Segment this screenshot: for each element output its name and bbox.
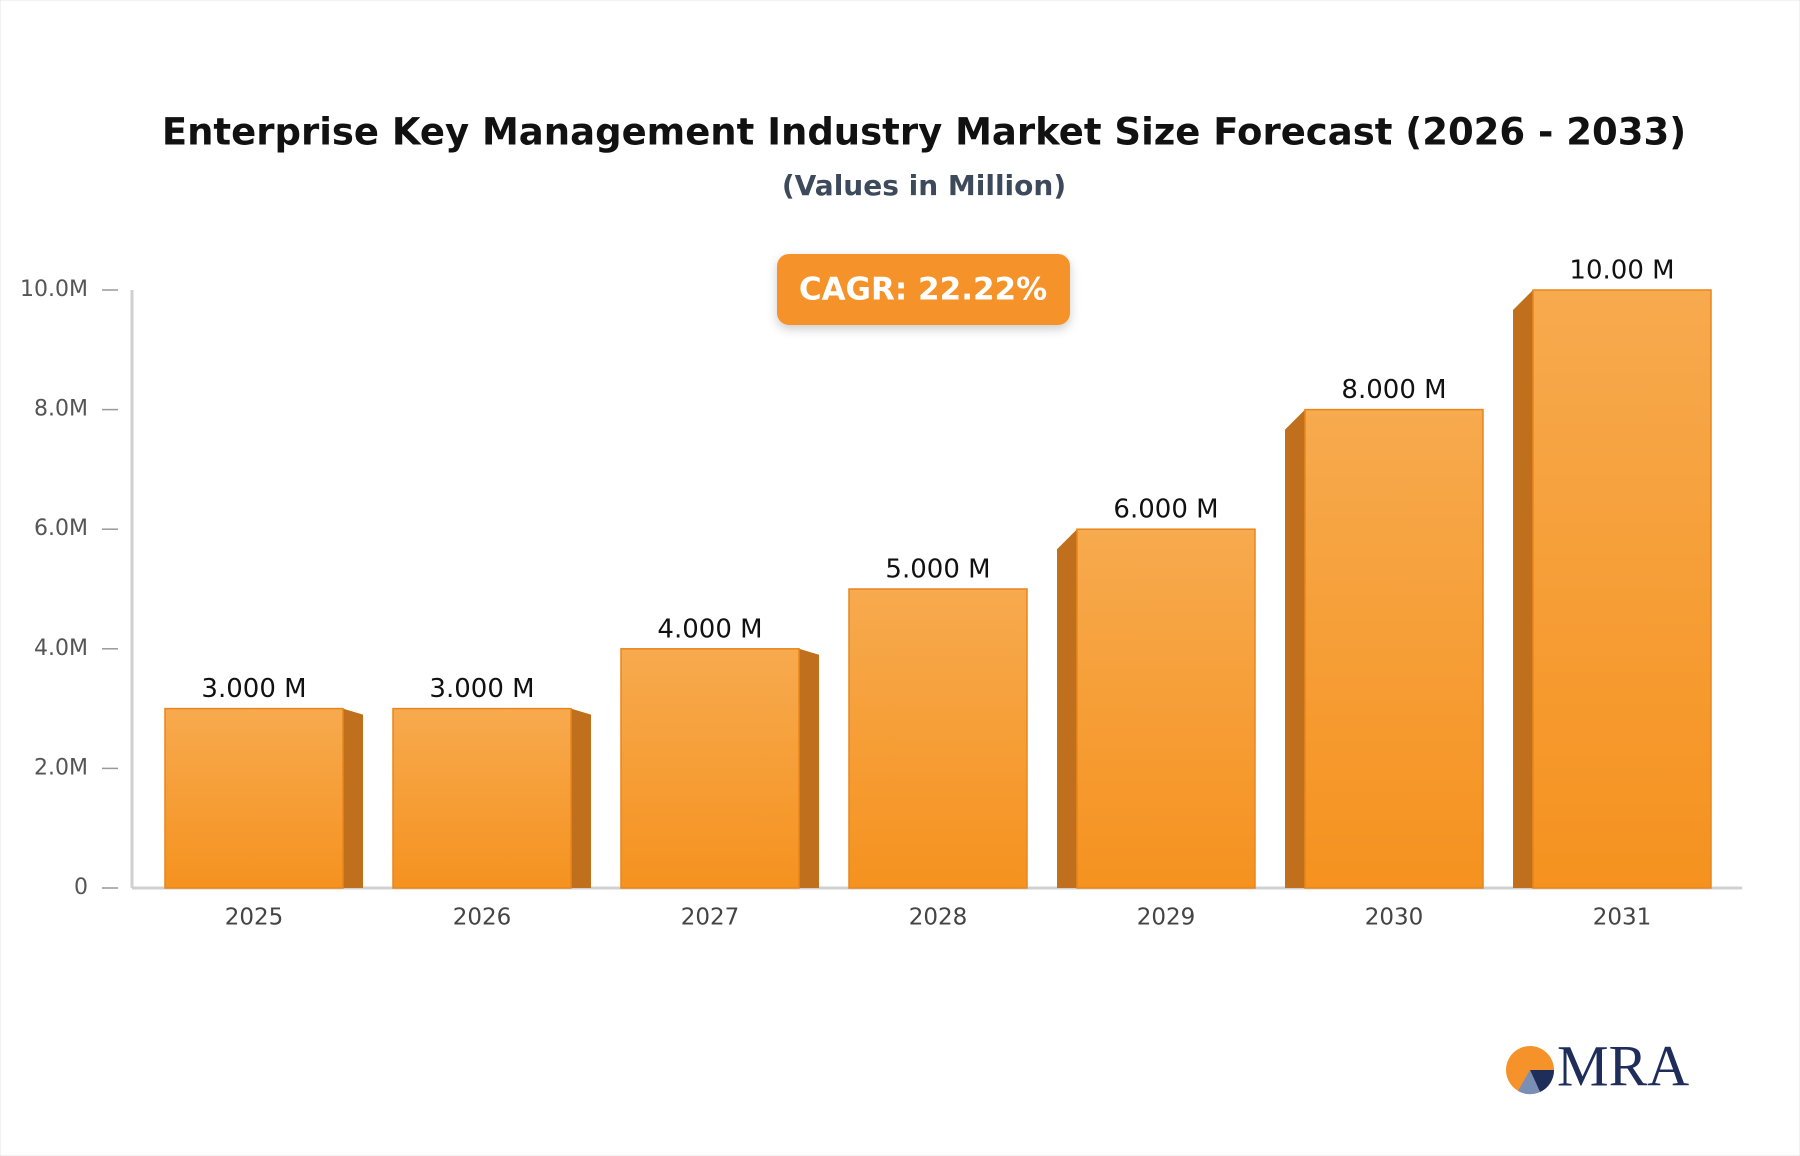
cagr-label: CAGR: 22.22% bbox=[799, 272, 1047, 308]
x-tick-label: 2029 bbox=[1137, 905, 1196, 931]
x-tick-label: 2026 bbox=[453, 905, 512, 931]
bar bbox=[1304, 408, 1484, 889]
bar bbox=[164, 707, 344, 889]
y-tick-label: 10.0M bbox=[20, 277, 88, 302]
y-tick-label: 6.0M bbox=[34, 516, 88, 541]
x-tick-label: 2025 bbox=[225, 905, 284, 931]
value-label: 3.000 M bbox=[201, 674, 306, 704]
y-tick-label: 8.0M bbox=[34, 397, 88, 422]
value-label: 6.000 M bbox=[1113, 495, 1218, 525]
value-label: 10.00 M bbox=[1569, 256, 1674, 286]
y-tick-label: 2.0M bbox=[34, 755, 88, 780]
chart-subtitle: (Values in Million) bbox=[782, 169, 1066, 202]
chart-title: Enterprise Key Management Industry Marke… bbox=[162, 111, 1686, 154]
bar-side bbox=[343, 708, 363, 888]
logo-text: MRA bbox=[1557, 1033, 1689, 1098]
logo-slice bbox=[1518, 1070, 1540, 1095]
x-tick-label: 2027 bbox=[681, 905, 740, 931]
x-tick-label: 2028 bbox=[909, 905, 968, 931]
logo: MRA bbox=[1506, 1033, 1689, 1098]
bar-side bbox=[799, 648, 819, 888]
bar-side bbox=[1057, 529, 1077, 888]
bar bbox=[848, 588, 1028, 889]
x-tick-label: 2030 bbox=[1365, 905, 1424, 931]
y-tick-label: 4.0M bbox=[34, 636, 88, 661]
value-label: 4.000 M bbox=[657, 614, 762, 644]
y-tick-label: 0 bbox=[74, 875, 88, 900]
logo-slice bbox=[1530, 1070, 1555, 1092]
cagr-badge bbox=[777, 254, 1070, 325]
bar bbox=[1076, 528, 1256, 889]
bar-side bbox=[1285, 409, 1305, 888]
bar bbox=[620, 648, 800, 889]
bar bbox=[1532, 289, 1712, 889]
bar-side bbox=[571, 708, 591, 888]
bar bbox=[392, 707, 572, 889]
bar-side bbox=[1513, 290, 1533, 888]
value-label: 8.000 M bbox=[1341, 375, 1446, 405]
value-label: 3.000 M bbox=[429, 674, 534, 704]
value-label: 5.000 M bbox=[885, 555, 990, 585]
x-tick-label: 2031 bbox=[1593, 905, 1652, 931]
